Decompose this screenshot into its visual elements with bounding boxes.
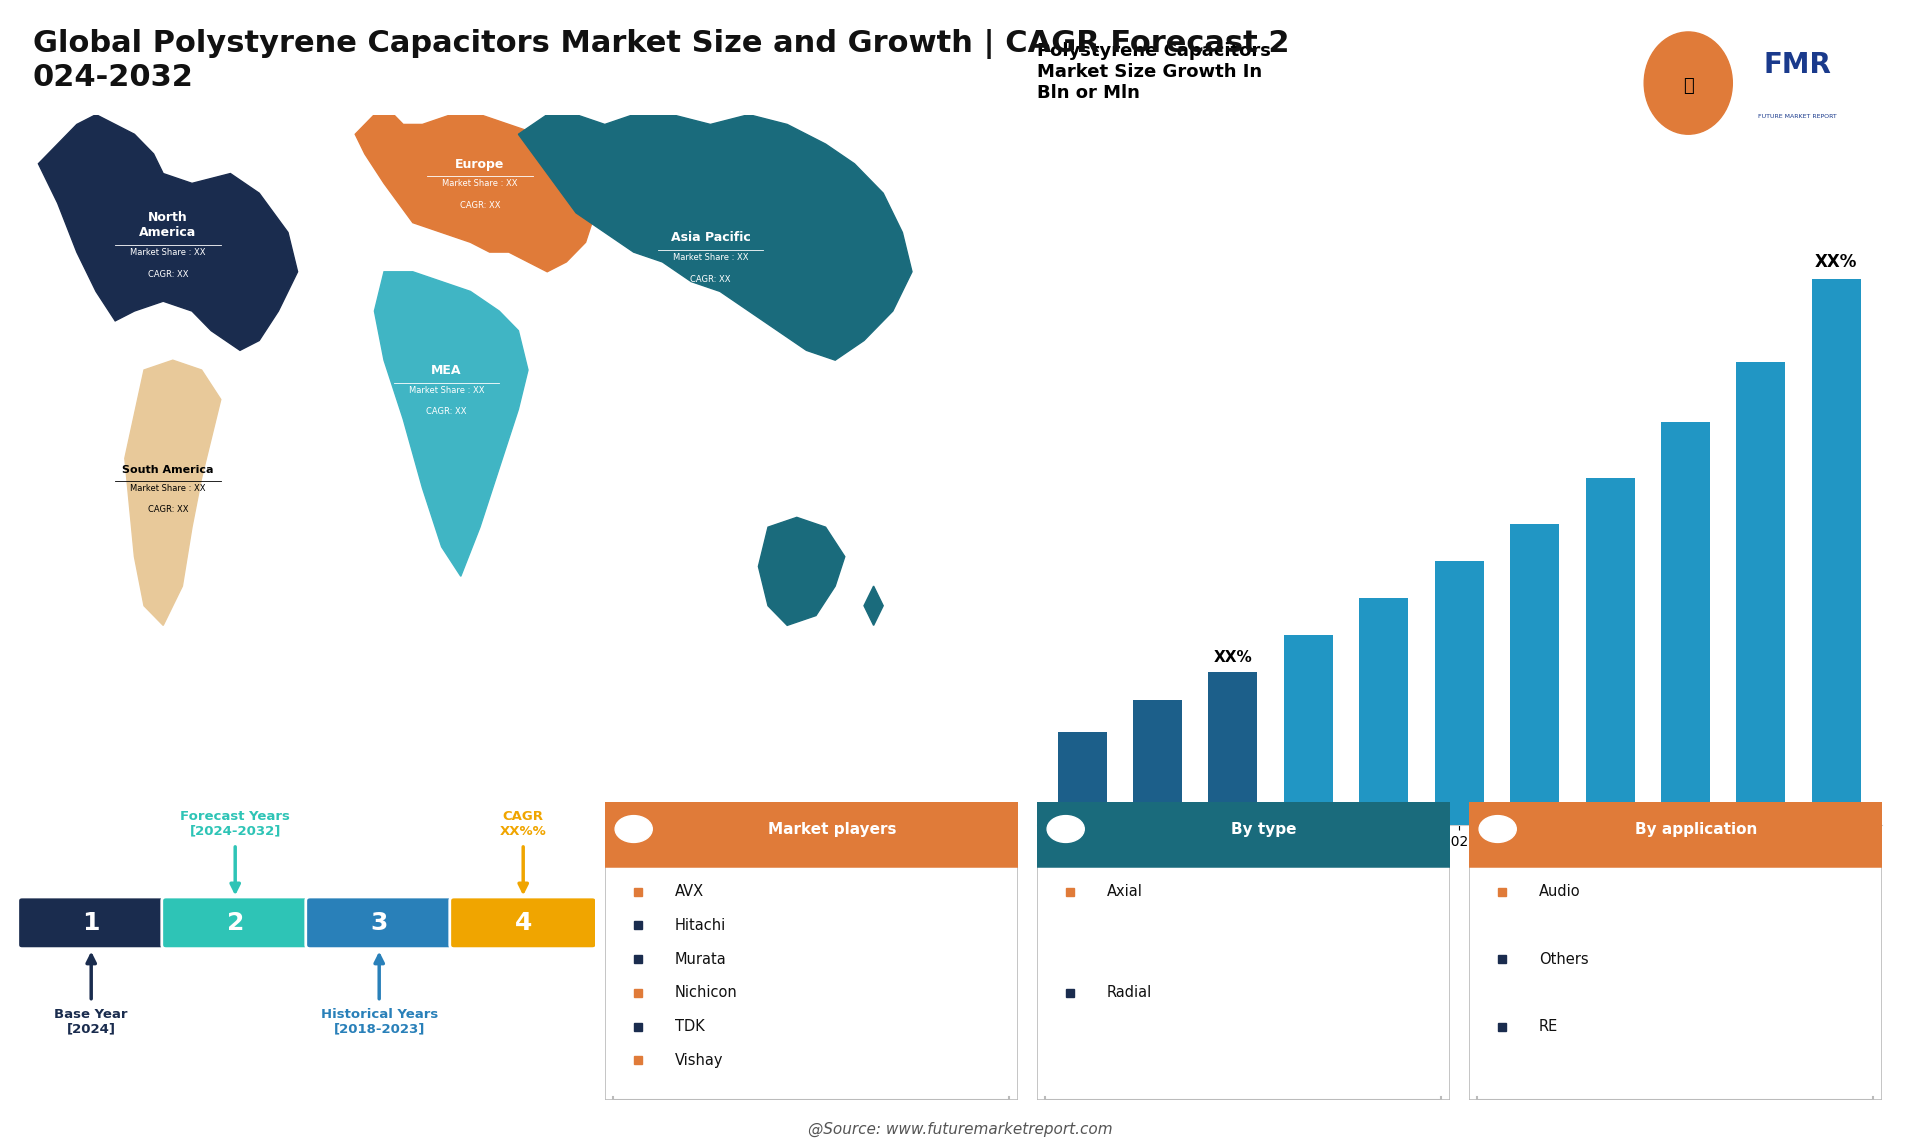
Text: AVX: AVX (676, 884, 705, 900)
Text: FMR: FMR (1763, 52, 1832, 79)
FancyBboxPatch shape (305, 897, 453, 949)
FancyBboxPatch shape (17, 897, 165, 949)
Text: CAGR: XX: CAGR: XX (689, 275, 732, 283)
FancyBboxPatch shape (588, 791, 1035, 868)
Polygon shape (518, 115, 912, 360)
Text: FUTURE MARKET REPORT: FUTURE MARKET REPORT (1757, 113, 1837, 119)
Bar (1058, 732, 1106, 825)
FancyBboxPatch shape (1037, 862, 1450, 1100)
Polygon shape (38, 115, 298, 351)
Text: XX%: XX% (1814, 253, 1857, 272)
Text: 1: 1 (83, 911, 100, 935)
Text: Asia Pacific: Asia Pacific (670, 231, 751, 244)
Text: Polystyrene Capacitors
Market Size Growth In
Bln or Mln: Polystyrene Capacitors Market Size Growt… (1037, 42, 1271, 102)
Text: Forecast Years
[2024-2032]: Forecast Years [2024-2032] (180, 810, 290, 838)
Text: RE: RE (1540, 1019, 1559, 1034)
Text: Vishay: Vishay (676, 1053, 724, 1068)
Bar (1812, 278, 1860, 825)
FancyBboxPatch shape (161, 897, 309, 949)
Text: Audio: Audio (1540, 884, 1580, 900)
Polygon shape (864, 586, 883, 626)
Bar (1208, 673, 1258, 825)
Circle shape (1046, 816, 1085, 842)
Text: Market Share : XX: Market Share : XX (672, 253, 749, 262)
Text: Radial: Radial (1108, 986, 1152, 1000)
FancyBboxPatch shape (605, 862, 1018, 1100)
Text: Base Year
[2024]: Base Year [2024] (54, 1008, 129, 1036)
Text: CAGR: XX: CAGR: XX (148, 269, 188, 278)
Bar (1586, 478, 1634, 825)
Circle shape (1478, 816, 1517, 842)
Bar (1736, 362, 1786, 825)
Text: South America: South America (123, 465, 213, 476)
Text: @Source: www.futuremarketreport.com: @Source: www.futuremarketreport.com (808, 1122, 1112, 1137)
FancyBboxPatch shape (449, 897, 597, 949)
Text: CAGR: XX: CAGR: XX (148, 505, 188, 515)
Text: MEA: MEA (432, 364, 461, 377)
Text: Hitachi: Hitachi (676, 918, 726, 933)
FancyBboxPatch shape (1020, 791, 1467, 868)
Text: CAGR: XX: CAGR: XX (426, 407, 467, 416)
Text: CAGR
XX%%: CAGR XX%% (499, 810, 547, 838)
Text: XX%: XX% (1213, 650, 1252, 665)
Bar (1359, 598, 1407, 825)
Text: Murata: Murata (676, 951, 728, 966)
FancyBboxPatch shape (1452, 791, 1899, 868)
Bar (1284, 635, 1332, 825)
Text: North
America: North America (140, 211, 196, 240)
Text: Others: Others (1540, 951, 1588, 966)
Polygon shape (758, 517, 845, 626)
Text: Europe: Europe (455, 158, 505, 171)
Text: By type: By type (1231, 822, 1296, 837)
Text: Market Share : XX: Market Share : XX (131, 248, 205, 257)
Bar (1661, 422, 1711, 825)
Text: TDK: TDK (676, 1019, 705, 1034)
Polygon shape (374, 272, 528, 576)
Text: CAGR: XX: CAGR: XX (459, 201, 501, 210)
Text: Market Share : XX: Market Share : XX (131, 484, 205, 493)
Text: 4: 4 (515, 911, 532, 935)
Bar (1133, 700, 1183, 825)
Text: Global Polystyrene Capacitors Market Size and Growth | CAGR Forecast 2
024-2032: Global Polystyrene Capacitors Market Siz… (33, 29, 1288, 92)
Text: 3: 3 (371, 911, 388, 935)
Text: Market Share : XX: Market Share : XX (409, 385, 484, 394)
Bar (1511, 524, 1559, 825)
Polygon shape (355, 115, 595, 272)
Circle shape (614, 816, 653, 842)
Bar (1434, 562, 1484, 825)
Polygon shape (125, 360, 221, 626)
Text: Market Share : XX: Market Share : XX (442, 179, 518, 188)
Text: Nichicon: Nichicon (676, 986, 737, 1000)
Text: Historical Years
[2018-2023]: Historical Years [2018-2023] (321, 1008, 438, 1036)
Text: Axial: Axial (1108, 884, 1142, 900)
Text: 2: 2 (227, 911, 244, 935)
Text: By application: By application (1634, 822, 1757, 837)
Text: Market players: Market players (768, 822, 897, 837)
Text: 🔭: 🔭 (1684, 77, 1693, 95)
Circle shape (1644, 32, 1732, 134)
FancyBboxPatch shape (1469, 862, 1882, 1100)
